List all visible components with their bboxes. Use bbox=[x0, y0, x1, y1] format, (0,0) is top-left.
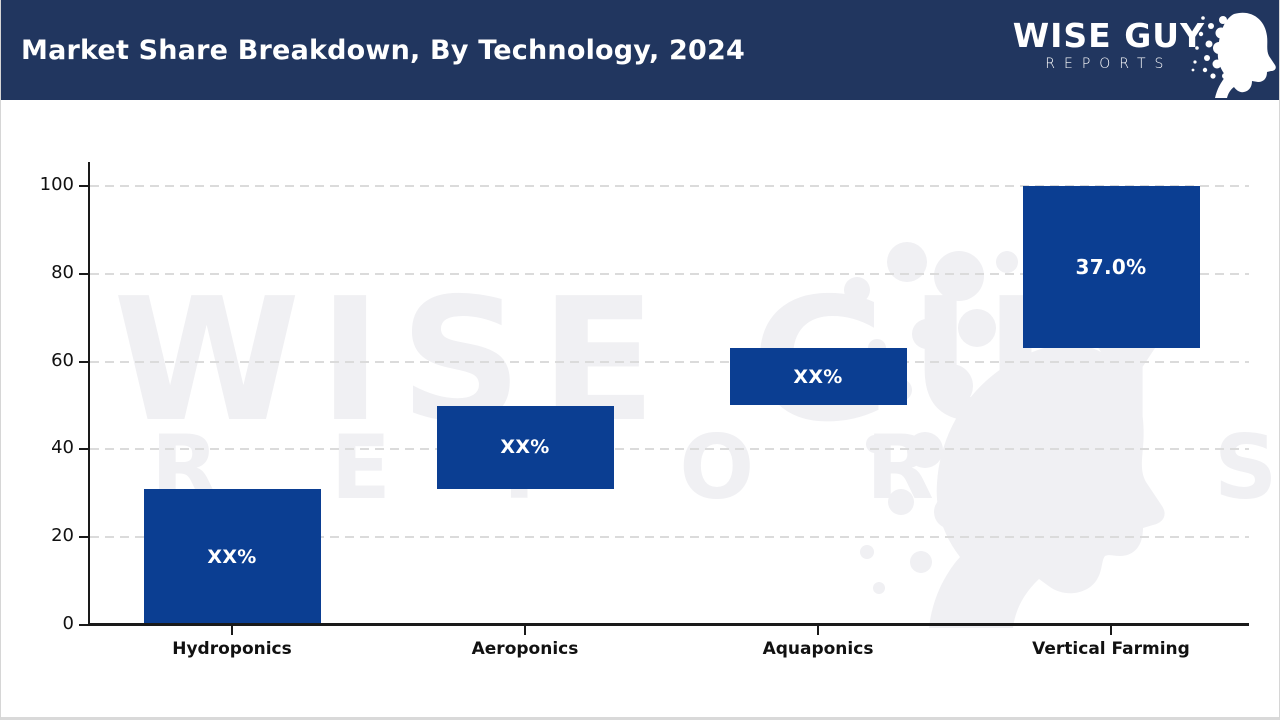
y-tick-label-60: 60 bbox=[51, 349, 74, 371]
x-axis bbox=[88, 623, 1249, 626]
y-tick-label-20: 20 bbox=[51, 525, 74, 547]
y-tick-label-100: 100 bbox=[39, 174, 74, 195]
gridline-60 bbox=[90, 360, 1249, 363]
logo-head-icon bbox=[1189, 12, 1276, 98]
y-tick-label-40: 40 bbox=[51, 437, 74, 459]
logo-subtitle: REPORTS bbox=[1045, 56, 1173, 73]
x-tick-mark-hydroponics bbox=[231, 626, 233, 635]
gridline-20 bbox=[90, 536, 1249, 539]
y-tick-mark-40 bbox=[79, 448, 88, 451]
wise-guy-reports-logo: WISE GUY REPORTS bbox=[1013, 4, 1276, 98]
y-tick-label-80: 80 bbox=[51, 261, 74, 283]
bar-vertical-farming: 37.0% bbox=[1022, 186, 1200, 349]
y-axis bbox=[88, 162, 90, 626]
x-category-label-aquaponics: Aquaponics bbox=[762, 639, 874, 659]
bar-value-label-aquaponics: XX% bbox=[793, 365, 843, 388]
x-tick-mark-vertical-farming bbox=[1110, 626, 1112, 635]
header-bar: Market Share Breakdown, By Technology, 2… bbox=[1, 0, 1279, 100]
x-tick-mark-aquaponics bbox=[817, 626, 819, 635]
x-category-label-hydroponics: Hydroponics bbox=[172, 639, 292, 659]
y-tick-mark-60 bbox=[79, 360, 88, 363]
gridline-40 bbox=[90, 448, 1249, 451]
gridline-100 bbox=[90, 185, 1249, 187]
logo-text: WISE GUY REPORTS bbox=[1012, 16, 1205, 73]
y-tick-mark-100 bbox=[79, 185, 88, 187]
bar-hydroponics: XX% bbox=[143, 488, 321, 625]
gridline-80 bbox=[90, 272, 1249, 275]
x-tick-mark-aeroponics bbox=[524, 626, 526, 635]
x-category-label-aeroponics: Aeroponics bbox=[471, 639, 579, 659]
bar-aeroponics: XX% bbox=[436, 405, 614, 489]
y-tick-mark-0 bbox=[79, 624, 88, 626]
bar-value-label-aeroponics: XX% bbox=[500, 436, 550, 459]
bar-value-label-hydroponics: XX% bbox=[207, 545, 257, 568]
x-category-label-vertical-farming: Vertical Farming bbox=[1032, 639, 1190, 659]
y-tick-mark-20 bbox=[79, 536, 88, 539]
chart-title: Market Share Breakdown, By Technology, 2… bbox=[21, 34, 746, 66]
bar-value-label-vertical-farming: 37.0% bbox=[1075, 255, 1147, 280]
logo-wordmark: WISE GUY bbox=[1012, 16, 1205, 55]
y-tick-label-0: 0 bbox=[62, 613, 74, 634]
bar-aquaponics: XX% bbox=[729, 348, 907, 406]
y-tick-mark-80 bbox=[79, 272, 88, 275]
